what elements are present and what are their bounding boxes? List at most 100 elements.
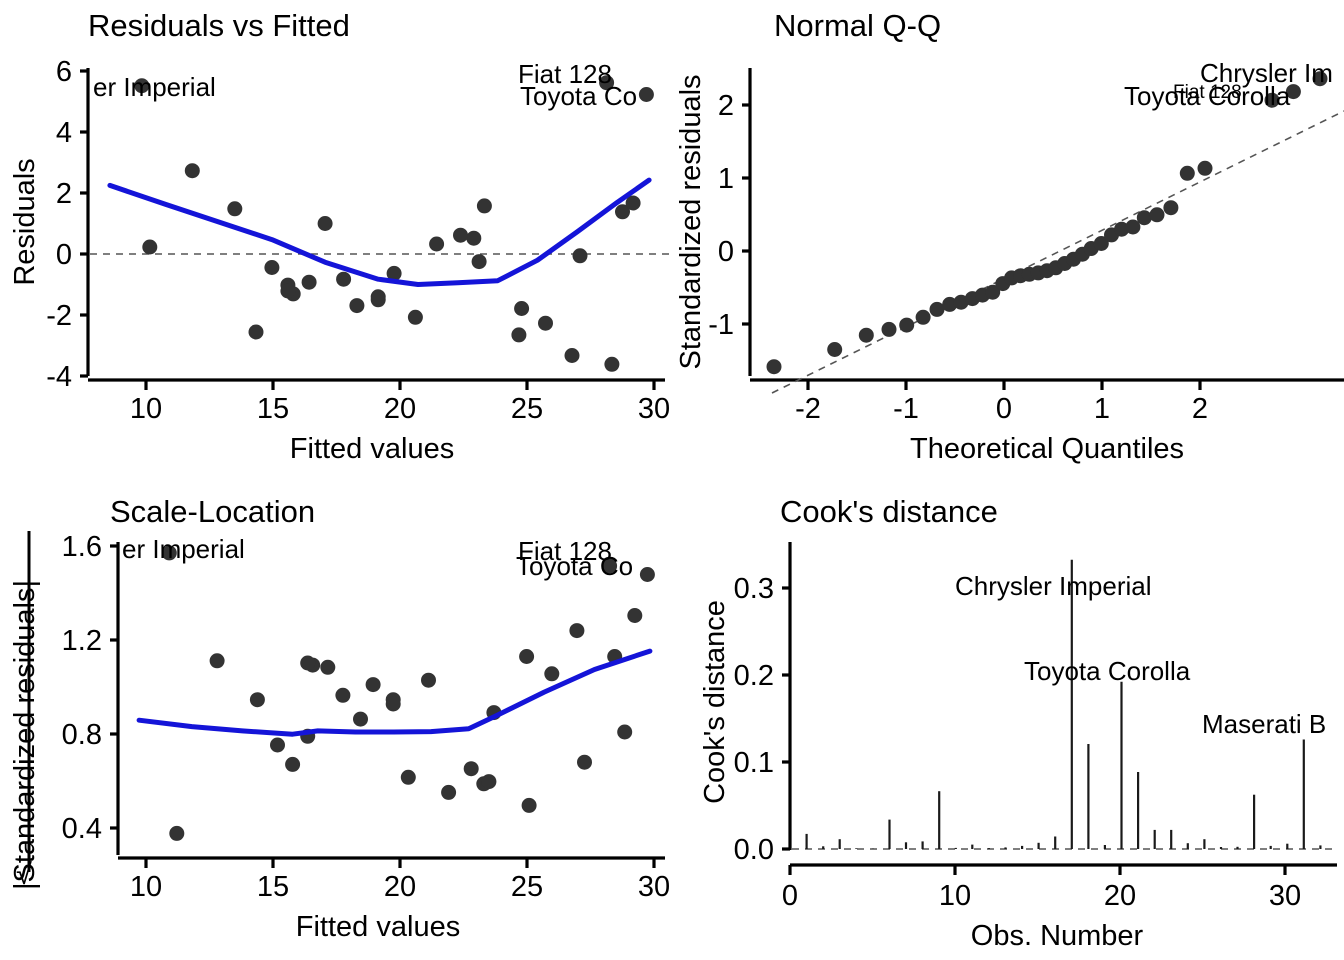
cooks-distance-bars [805, 559, 1322, 849]
loess-curve-rvf [107, 177, 652, 287]
data-point [365, 677, 381, 693]
data-point [638, 87, 654, 102]
data-point [142, 239, 158, 255]
point-label-fiat-128: Fiat 128 [1173, 82, 1242, 103]
data-point [572, 248, 588, 264]
y-tick-label: 1 [718, 163, 734, 195]
panel-cooks-distance: Cook's distance 0.3 0.2 0.1 0.0 Cook's d… [672, 480, 1344, 960]
x-tick-labels-sl: 10 15 20 25 30 [130, 871, 670, 903]
data-point [386, 265, 402, 281]
y-tick-label: 1.2 [62, 625, 102, 657]
data-point [627, 608, 643, 623]
data-point [353, 711, 368, 727]
point-label-fiat-128: Fiat 128 [518, 536, 612, 566]
x-tick-label: 10 [130, 393, 162, 425]
y-ticks-sl [110, 544, 118, 830]
data-point [625, 195, 641, 211]
data-point [471, 254, 487, 270]
data-point [301, 274, 317, 290]
panel-residuals-vs-fitted: Residuals vs Fitted 6 4 2 0 -2 -4 Residu… [0, 0, 672, 480]
data-point [511, 327, 527, 343]
x-tick-label: 1 [1094, 393, 1110, 425]
data-point [335, 687, 351, 703]
x-tick-label: 2 [1192, 393, 1208, 425]
x-tick-label: 30 [638, 871, 670, 903]
data-point [1197, 160, 1213, 176]
data-point [617, 724, 633, 740]
point-labels-cd: Chrysler Imperial Toyota Corolla Maserat… [955, 571, 1326, 739]
data-point [604, 356, 620, 372]
data-point [615, 204, 630, 220]
data-point [602, 558, 618, 574]
point-label-fiat-128: Fiat 128 [518, 59, 612, 89]
data-point [953, 294, 969, 310]
x-tick-labels-rvf: 10 15 20 25 30 [130, 393, 670, 425]
data-point [184, 163, 200, 179]
point-label-chrysler-imperial: Chrysler Im [1200, 58, 1333, 88]
panel-title-normal-qq: Normal Q-Q [774, 8, 941, 43]
data-point [285, 756, 301, 772]
x-tick-label: -2 [795, 393, 821, 425]
data-point-outlier [1285, 84, 1301, 100]
x-tick-label: 20 [384, 393, 416, 425]
data-point [476, 198, 492, 214]
scatter-points-sl [161, 545, 655, 841]
data-point [453, 227, 468, 243]
data-point [280, 283, 296, 299]
data-point [639, 567, 655, 582]
data-point [929, 301, 945, 317]
point-label-toyota-corolla: Toyota Corolla [1024, 656, 1191, 686]
y-axis-label-qq: Standardized residuals [675, 74, 707, 369]
point-label-toyota-corolla: Toyota Co [516, 551, 633, 581]
data-point [466, 230, 482, 246]
data-point [1136, 210, 1152, 226]
data-point [1179, 165, 1195, 181]
data-point [766, 359, 782, 375]
point-label-toyota-corolla: Toyota Corolla [1124, 81, 1291, 111]
y-tick-label: 2 [56, 178, 72, 210]
data-point [519, 649, 535, 664]
y-axis-label-rvf: Residuals [9, 158, 41, 285]
scatter-points-qq [766, 71, 1328, 375]
y-tick-labels-rvf: 6 4 2 0 -2 -4 [46, 56, 72, 393]
y-tick-label: -2 [46, 300, 72, 332]
panel-normal-qq: Normal Q-Q 2 1 0 -1 Standardized residua… [672, 0, 1344, 480]
data-point [1125, 219, 1141, 235]
data-point [349, 298, 365, 314]
x-tick-label: 20 [1104, 880, 1136, 912]
y-tick-labels-sl: 1.6 1.2 0.8 0.4 [62, 531, 102, 845]
y-tick-label: 0.4 [62, 813, 102, 845]
data-point [270, 737, 285, 753]
y-axis-label-sl: |Standardized residuals| √ [9, 531, 41, 891]
panel-title-cooks-distance: Cook's distance [780, 494, 998, 529]
x-tick-label: 25 [511, 871, 543, 903]
data-point [400, 769, 416, 785]
x-axis-label-rvf: Fitted values [290, 433, 454, 465]
data-point [599, 75, 615, 91]
panel-scale-location: Scale-Location 1.6 1.2 0.8 0.4 |Standard… [0, 480, 672, 960]
x-axis-label-cd: Obs. Number [971, 920, 1144, 952]
data-point [858, 327, 874, 343]
data-point [521, 797, 537, 813]
data-point [300, 655, 316, 671]
x-tick-labels-qq: -2 -1 0 1 2 [795, 393, 1208, 425]
data-point [407, 309, 423, 325]
x-ticks-sl [144, 858, 656, 868]
scatter-points-rvf [134, 75, 654, 372]
data-point [985, 284, 1001, 300]
data-point [569, 623, 585, 639]
data-point [421, 672, 436, 688]
point-label-chrysler-imperial: er Imperial [93, 72, 216, 102]
x-tick-label: 25 [511, 393, 543, 425]
data-point [881, 321, 897, 337]
data-point [463, 761, 479, 777]
y-tick-label: 0.1 [734, 747, 774, 779]
qq-reference-line [771, 110, 1344, 394]
y-axis-label-cd: Cook's distance [699, 600, 731, 804]
data-point [942, 296, 958, 312]
y-ticks-rvf [80, 69, 88, 378]
y-tick-label: 4 [56, 117, 72, 149]
x-axis-label-sl: Fitted values [296, 911, 460, 943]
data-point [249, 692, 265, 708]
